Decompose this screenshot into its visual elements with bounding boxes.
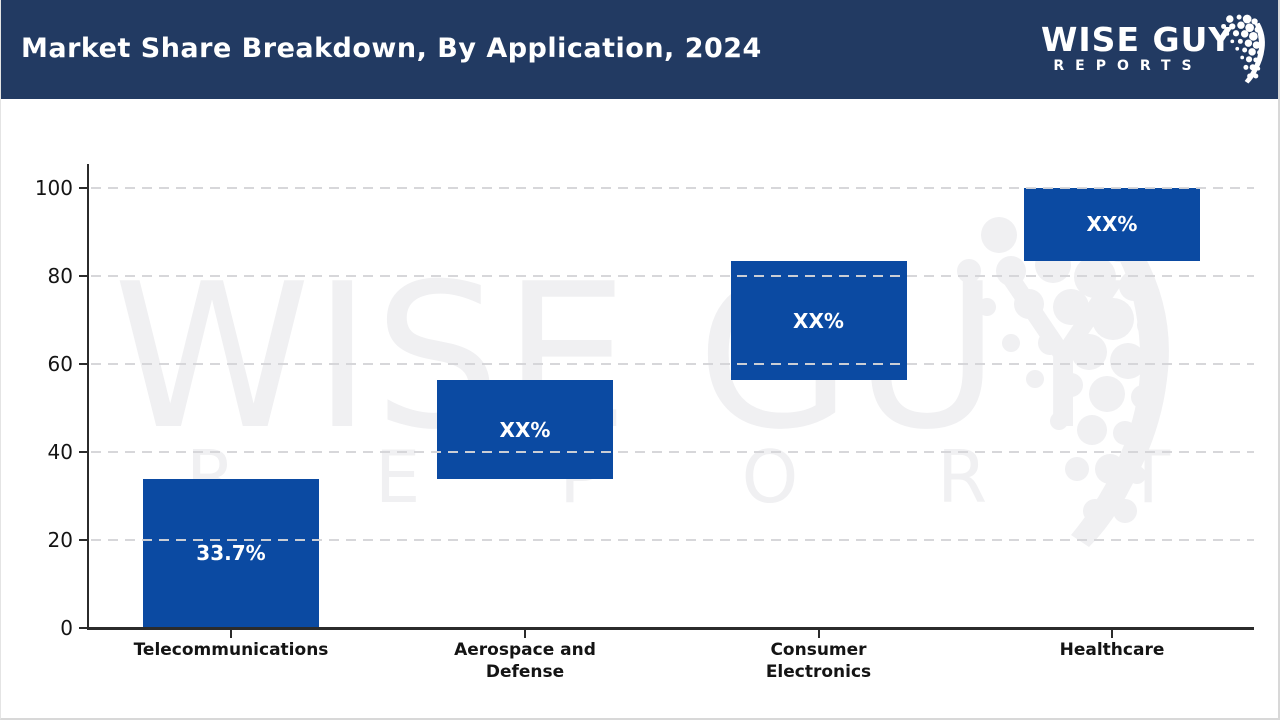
y-tick xyxy=(79,362,88,365)
y-tick xyxy=(79,538,88,541)
x-category-label: Healthcare xyxy=(1059,640,1165,660)
y-tick-label: 80 xyxy=(47,263,73,288)
bar-2 xyxy=(730,260,907,381)
x-category-label: Consumer Electronics xyxy=(765,640,872,682)
chart-title: Market Share Breakdown, By Application, … xyxy=(21,33,762,64)
y-tick xyxy=(79,450,88,453)
y-axis-spine xyxy=(87,164,89,630)
wise-guy-reports-logo: WISE GUY REPORTS xyxy=(1009,6,1269,94)
y-tick xyxy=(79,626,88,629)
y-tick-label: 20 xyxy=(47,527,73,552)
header-bar: Market Share Breakdown, By Application, … xyxy=(1,0,1278,99)
y-tick-label: 0 xyxy=(60,615,73,640)
logo-wiseguy-text: WISE GUY xyxy=(1041,20,1234,59)
x-category-label: Telecommunications xyxy=(133,640,329,660)
x-axis-spine xyxy=(87,626,1254,630)
bar-0 xyxy=(143,479,319,628)
y-tick xyxy=(79,186,88,189)
logo-reports-text: REPORTS xyxy=(1053,58,1203,74)
y-tick-label: 40 xyxy=(47,439,73,464)
y-tick-label: 100 xyxy=(34,175,73,200)
gridline-y80 xyxy=(91,274,1254,277)
watermark-text: WISE GUY xyxy=(113,241,1127,474)
bar-1 xyxy=(437,380,613,480)
y-tick-label: 60 xyxy=(47,351,73,376)
x-tick xyxy=(817,629,820,638)
bar-3 xyxy=(1024,187,1200,261)
bar-value-label: 33.7% xyxy=(196,541,266,566)
y-tick xyxy=(79,274,88,277)
bar-value-label: XX% xyxy=(793,308,844,333)
x-category-label: Aerospace and Defense xyxy=(454,640,596,682)
gridline-y60 xyxy=(91,362,1254,365)
gridline-y40 xyxy=(91,450,1254,453)
gridline-y20 xyxy=(91,538,1254,541)
gridline-y100 xyxy=(91,186,1254,189)
x-tick xyxy=(1111,629,1113,638)
bar-value-label: XX% xyxy=(1086,212,1138,237)
logo-face-icon xyxy=(1221,14,1265,84)
bar-value-label: XX% xyxy=(499,417,551,442)
x-tick xyxy=(524,629,526,638)
x-tick xyxy=(230,629,232,638)
